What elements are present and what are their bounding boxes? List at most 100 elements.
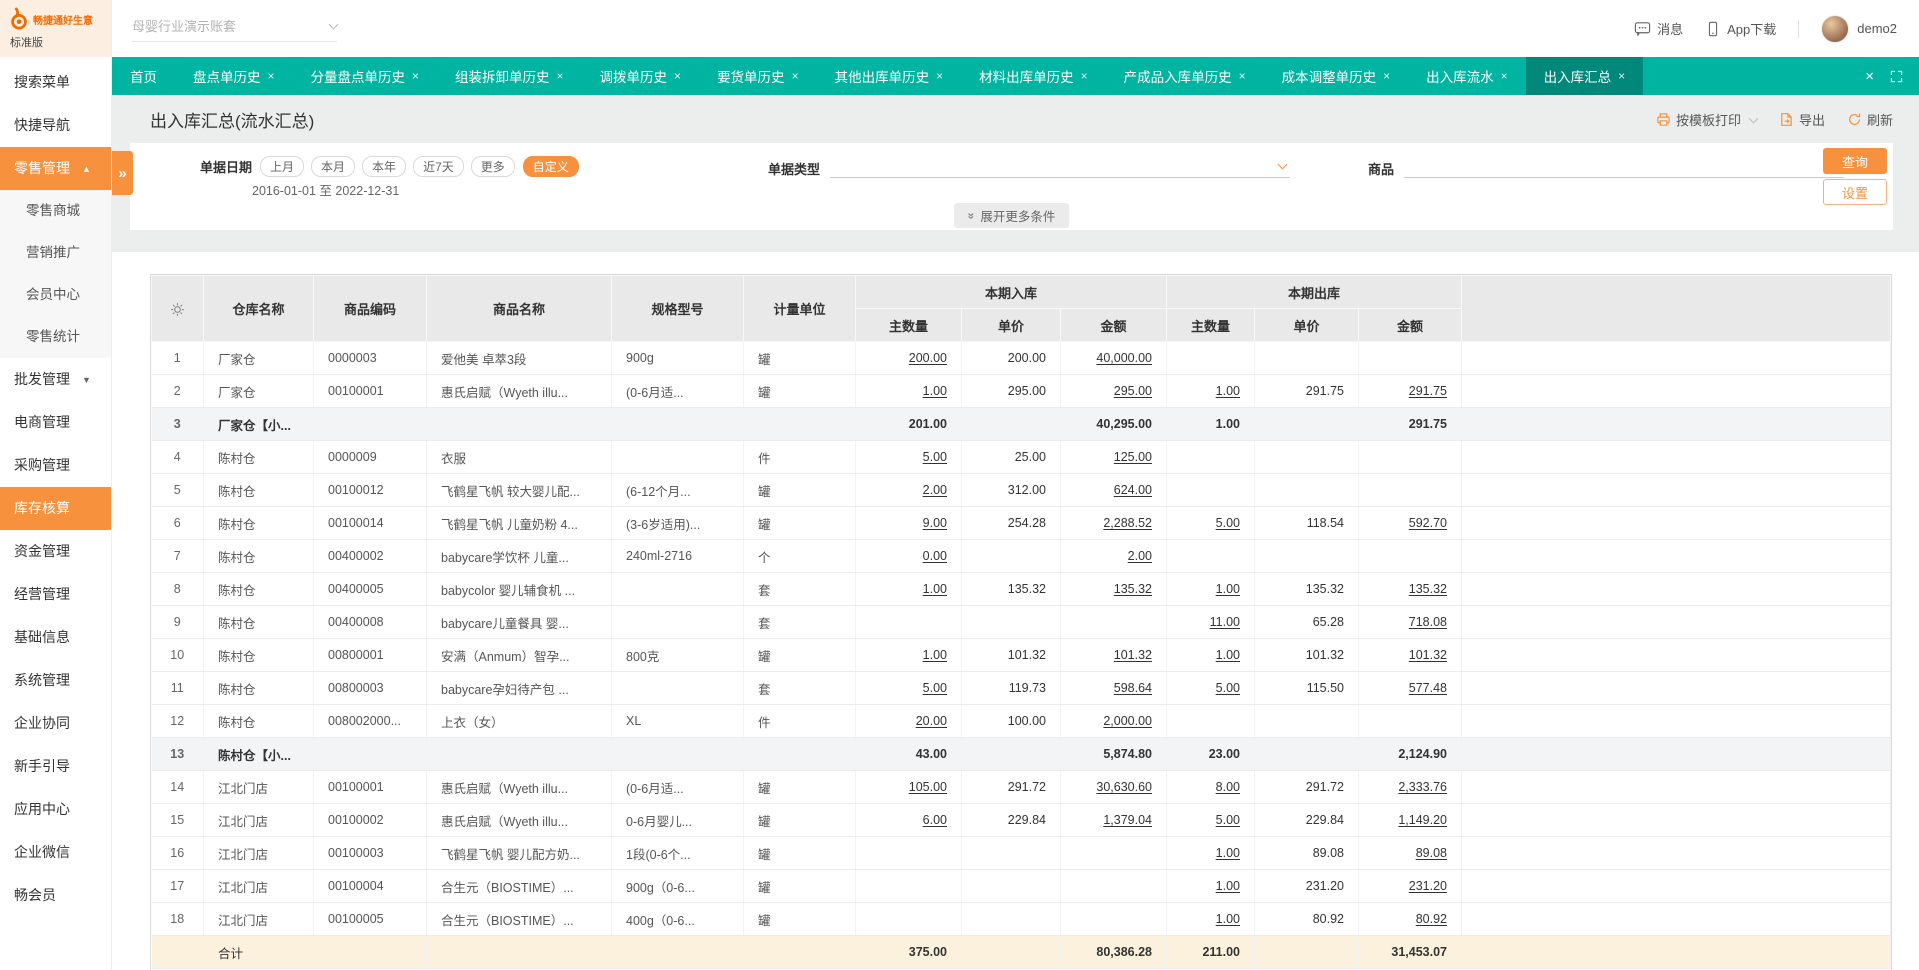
custom-date-pill[interactable]: 自定义 xyxy=(522,156,579,177)
cell-out-qty-link[interactable]: 8.00 xyxy=(1166,770,1255,804)
sidebar-item[interactable]: 搜索菜单 xyxy=(14,74,70,90)
cell-out-amount-link[interactable]: 718.08 xyxy=(1358,605,1462,639)
close-icon[interactable]: × xyxy=(791,69,799,83)
cell-out-qty-link[interactable]: 1.00 xyxy=(1166,902,1255,936)
expand-more-button[interactable]: » 展开更多条件 xyxy=(953,203,1070,228)
cell-in-qty-link[interactable]: 0.00 xyxy=(855,539,962,573)
cell-out-qty-link[interactable]: 1.00 xyxy=(1166,869,1255,903)
close-icon[interactable]: × xyxy=(1500,69,1508,83)
messages-button[interactable]: 消息 xyxy=(1634,19,1683,38)
tab[interactable]: 调拨单历史 × xyxy=(582,57,700,95)
sidebar-item[interactable]: 经营管理 xyxy=(14,586,70,602)
tab[interactable]: 材料出库单历史 × xyxy=(961,57,1106,95)
cell-out-qty-link[interactable]: 1.00 xyxy=(1166,572,1255,606)
cell-in-amount-link[interactable]: 2.00 xyxy=(1060,539,1167,573)
collapse-filters-button[interactable]: » xyxy=(112,151,133,195)
header-in-amount[interactable]: 金额 xyxy=(1060,308,1167,342)
cell-in-qty-link[interactable]: 5.00 xyxy=(855,440,962,474)
cell-out-qty-link[interactable]: 5.00 xyxy=(1166,803,1255,837)
cell-out-amount-link[interactable]: 231.20 xyxy=(1358,869,1462,903)
sidebar-item[interactable]: 资金管理 xyxy=(14,543,70,559)
sidebar-item[interactable]: 新手引导 xyxy=(14,758,70,774)
sidebar-item[interactable]: 应用中心 xyxy=(14,801,70,817)
sidebar-item[interactable]: 系统管理 xyxy=(14,672,70,688)
close-icon[interactable]: × xyxy=(936,69,944,83)
close-icon[interactable]: × xyxy=(1238,69,1246,83)
header-name[interactable]: 商品名称 xyxy=(426,275,612,342)
sidebar-item[interactable]: 畅会员 xyxy=(14,887,56,903)
sidebar-item[interactable]: 零售统计 xyxy=(0,316,111,358)
header-out-price[interactable]: 单价 xyxy=(1254,308,1359,342)
app-download-button[interactable]: App下载 xyxy=(1705,19,1776,38)
print-by-template-button[interactable]: 按模板打印 xyxy=(1656,110,1759,129)
sidebar-item[interactable]: 快捷导航 xyxy=(14,117,70,133)
date-preset-pill[interactable]: 上月 xyxy=(260,156,305,177)
user-menu[interactable]: demo2 xyxy=(1821,14,1897,43)
cell-out-amount-link[interactable]: 1,149.20 xyxy=(1358,803,1462,837)
date-preset-pill[interactable]: 更多 xyxy=(470,156,515,177)
cell-in-qty-link[interactable]: 1.00 xyxy=(855,374,962,408)
close-icon[interactable]: × xyxy=(267,69,275,83)
sidebar-item[interactable]: 零售商城 xyxy=(0,190,111,232)
settings-button[interactable]: 设置 xyxy=(1823,179,1887,205)
cell-in-qty-link[interactable]: 105.00 xyxy=(855,770,962,804)
cell-in-amount-link[interactable]: 295.00 xyxy=(1060,374,1167,408)
cell-in-amount-link[interactable]: 40,000.00 xyxy=(1060,341,1167,375)
sidebar-item[interactable]: 企业微信 xyxy=(14,844,70,860)
sidebar-item[interactable]: 企业协同 xyxy=(14,715,70,731)
cell-out-amount-link[interactable]: 101.32 xyxy=(1358,638,1462,672)
tab[interactable]: 要货单历史 × xyxy=(699,57,817,95)
cell-out-qty-link[interactable]: 1.00 xyxy=(1166,374,1255,408)
cell-out-qty-link[interactable]: 5.00 xyxy=(1166,671,1255,705)
date-preset-pill[interactable]: 近7天 xyxy=(413,156,464,177)
header-in-price[interactable]: 单价 xyxy=(961,308,1061,342)
refresh-button[interactable]: 刷新 xyxy=(1847,110,1893,129)
cell-out-qty-link[interactable]: 1.00 xyxy=(1166,638,1255,672)
account-select[interactable]: 母婴行业演示账套 xyxy=(132,16,339,42)
cell-in-amount-link[interactable]: 135.32 xyxy=(1060,572,1167,606)
cell-in-amount-link[interactable]: 101.32 xyxy=(1060,638,1167,672)
sidebar-item[interactable]: 采购管理 xyxy=(14,457,70,473)
cell-out-amount-link[interactable]: 577.48 xyxy=(1358,671,1462,705)
tab[interactable]: 产成品入库单历史 × xyxy=(1106,57,1264,95)
sidebar-item[interactable]: 库存核算 xyxy=(0,487,111,530)
header-unit[interactable]: 计量单位 xyxy=(743,275,856,342)
cell-out-amount-link[interactable]: 2,333.76 xyxy=(1358,770,1462,804)
close-icon[interactable]: × xyxy=(1383,69,1391,83)
sidebar-item[interactable]: 营销推广 xyxy=(0,232,111,274)
date-preset-pill[interactable]: 本年 xyxy=(362,156,407,177)
cell-out-amount-link[interactable]: 135.32 xyxy=(1358,572,1462,606)
cell-in-amount-link[interactable]: 624.00 xyxy=(1060,473,1167,507)
fullscreen-button[interactable] xyxy=(1890,70,1903,83)
header-code[interactable]: 商品编码 xyxy=(313,275,427,342)
close-all-tabs-button[interactable]: × xyxy=(1865,67,1874,85)
tab[interactable]: 首页 xyxy=(112,57,175,95)
cell-in-qty-link[interactable]: 20.00 xyxy=(855,704,962,738)
sidebar-item[interactable]: 电商管理 xyxy=(14,414,70,430)
tab[interactable]: 出入库流水 × xyxy=(1408,57,1526,95)
cell-in-qty-link[interactable]: 9.00 xyxy=(855,506,962,540)
header-spec[interactable]: 规格型号 xyxy=(611,275,744,342)
close-icon[interactable]: × xyxy=(674,69,682,83)
tab[interactable]: 盘点单历史 × xyxy=(175,57,293,95)
cell-out-amount-link[interactable]: 80.92 xyxy=(1358,902,1462,936)
cell-out-amount-link[interactable]: 592.70 xyxy=(1358,506,1462,540)
sidebar-item[interactable]: 会员中心 xyxy=(0,274,111,316)
cell-in-amount-link[interactable]: 125.00 xyxy=(1060,440,1167,474)
tab[interactable]: 其他出库单历史 × xyxy=(817,57,962,95)
tab[interactable]: 出入库汇总 × xyxy=(1525,57,1644,95)
export-button[interactable]: 导出 xyxy=(1779,110,1825,129)
header-warehouse[interactable]: 仓库名称 xyxy=(203,275,314,342)
cell-out-amount-link[interactable]: 291.75 xyxy=(1358,374,1462,408)
cell-in-amount-link[interactable]: 2,288.52 xyxy=(1060,506,1167,540)
cell-in-amount-link[interactable]: 2,000.00 xyxy=(1060,704,1167,738)
header-in-qty[interactable]: 主数量 xyxy=(855,308,962,342)
header-out-amount[interactable]: 金额 xyxy=(1358,308,1462,342)
sidebar-item[interactable]: 零售管理 ▲ xyxy=(0,147,111,190)
cell-in-amount-link[interactable]: 30,630.60 xyxy=(1060,770,1167,804)
tab[interactable]: 组装拆卸单历史 × xyxy=(437,57,582,95)
cell-in-qty-link[interactable]: 2.00 xyxy=(855,473,962,507)
cell-in-qty-link[interactable]: 1.00 xyxy=(855,572,962,606)
close-icon[interactable]: × xyxy=(1618,69,1626,83)
cell-in-qty-link[interactable]: 6.00 xyxy=(855,803,962,837)
